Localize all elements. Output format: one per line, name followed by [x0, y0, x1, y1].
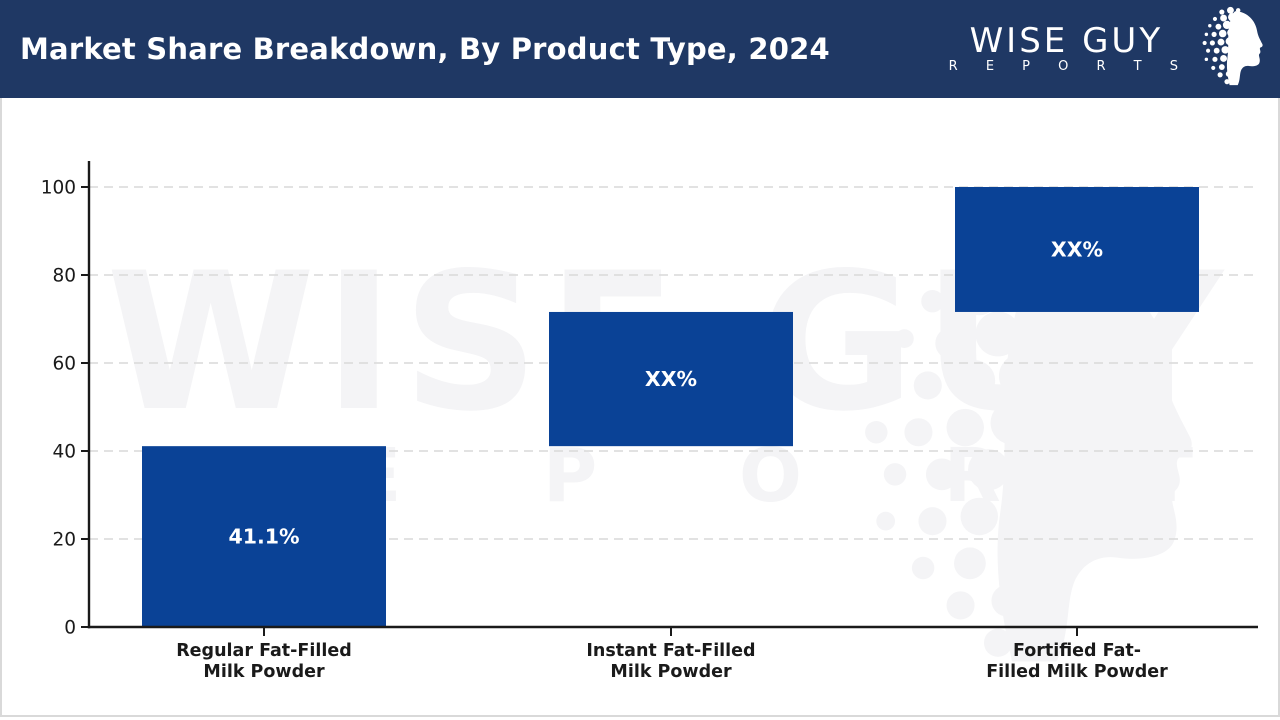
bar-value-label: 41.1%: [228, 525, 299, 549]
chart-area: WISE GUY R E P O R T S 02040608010041.1%…: [0, 98, 1280, 720]
bar-2: [955, 187, 1199, 312]
dotted-face-icon: [1202, 6, 1263, 86]
logo-wordmark: WISE GUY: [969, 21, 1164, 61]
bar-0: [142, 446, 386, 627]
y-tick-label: 100: [41, 178, 76, 199]
bar-chart: 0 20 40 60 80 100 41.1% XX% XX% Regular Fat-Fille…: [41, 161, 1258, 682]
x-category-label: Fortified Fat-Filled Milk Powder: [986, 641, 1168, 682]
y-tick-label: 0: [64, 618, 76, 639]
page-title: Market Share Breakdown, By Product Type,…: [20, 32, 830, 66]
y-tick-label: 40: [52, 442, 76, 463]
logo-text: WISE GUY R E P O R T S: [943, 23, 1190, 75]
logo-subtitle: R E P O R T S: [948, 59, 1190, 74]
bar-value-label: XX%: [1051, 237, 1103, 261]
y-tick-label: 60: [52, 354, 76, 375]
wise-guy-reports-logo: WISE GUY R E P O R T S: [943, 6, 1270, 92]
bar-value-label: XX%: [645, 367, 697, 391]
bar-1: [549, 311, 793, 447]
x-category-label: Regular Fat-Filled Milk Powder: [176, 641, 352, 682]
y-tick-label: 80: [52, 266, 76, 287]
x-category-label: Instant Fat-Filled Milk Powder: [586, 641, 755, 682]
y-tick-label: 20: [52, 530, 76, 551]
header-bar: Market Share Breakdown, By Product Type,…: [0, 0, 1280, 98]
